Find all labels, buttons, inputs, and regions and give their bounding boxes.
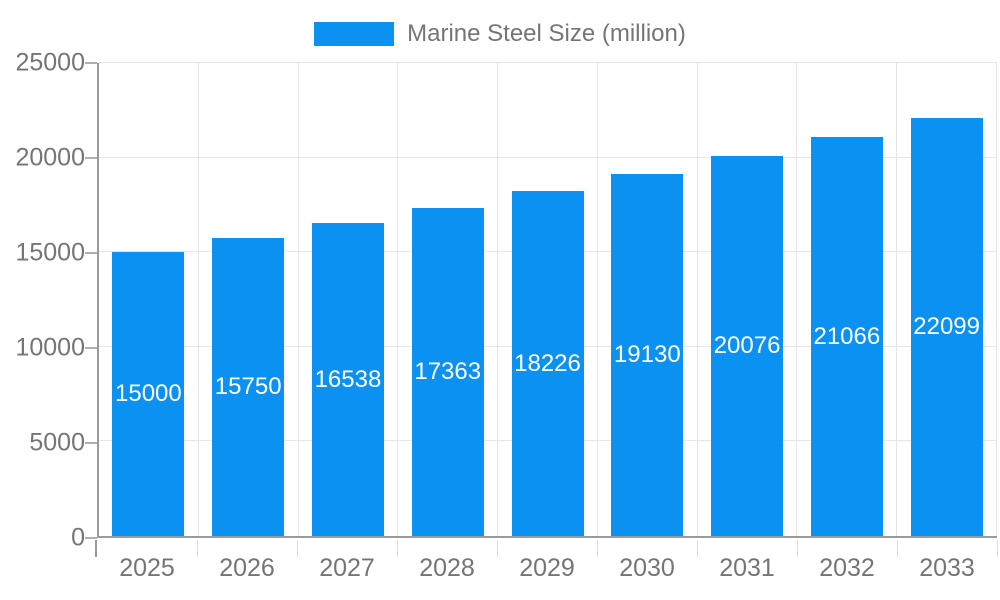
legend-swatch [314,22,395,46]
plot-area: 15000 15750 16538 17363 18226 19130 20076 21066… [97,62,998,538]
x-tick-label: 2028 [419,554,475,582]
x-tick-mark [597,540,598,557]
x-axis-labels: 2025 2026 2027 2028 2029 2030 2031 2032 2033 [97,552,997,584]
bar-2031[interactable]: 20076 [711,156,784,536]
bar-value-label: 22099 [913,312,981,340]
bar-value-label: 15750 [214,373,282,400]
x-tick-mark [497,540,498,557]
bar-value-label: 15000 [115,380,182,408]
y-tick-label: 15000 [15,238,85,267]
legend-label: Marine Steel Size (million) [407,20,686,47]
y-tick-mark [85,347,97,349]
bar-value-label: 20076 [713,332,781,360]
category-cell-2033: 22099 [897,63,998,536]
category-cell-2028: 17363 [398,63,499,536]
bar-2028[interactable]: 17363 [411,207,484,536]
bar-2027[interactable]: 16538 [311,223,384,536]
x-tick-label: 2026 [219,554,275,582]
legend[interactable]: Marine Steel Size (million) [0,20,1000,48]
gridline-horizontal [99,62,997,63]
bar-value-label: 16538 [314,365,382,393]
category-cell-2025: 15000 [99,63,199,536]
category-cell-2031: 20076 [698,63,798,536]
y-axis: 0 5000 10000 15000 20000 25000 [0,50,97,550]
x-tick-label: 2027 [319,554,375,582]
y-axis-extension-tick [95,540,97,557]
category-cell-2027: 16538 [299,63,399,536]
y-tick-label: 0 [71,523,85,552]
x-tick-mark [797,540,798,557]
x-tick-mark [396,540,398,557]
bar-2026[interactable]: 15750 [212,238,285,536]
category-cell-2029: 18226 [498,63,598,536]
y-tick-mark [85,157,97,159]
x-tick-label: 2029 [519,554,575,582]
category-cell-2026: 15750 [199,63,299,536]
x-tick-label: 2031 [719,554,775,582]
x-tick-mark [696,540,698,557]
category-cell-2030: 19130 [598,63,698,536]
x-tick-label: 2030 [619,554,675,582]
bar-2033[interactable]: 22099 [910,117,983,536]
x-tick-mark [997,540,998,557]
bar-2030[interactable]: 19130 [611,174,684,536]
y-tick-mark [85,537,97,539]
x-tick-label: 2033 [919,554,975,582]
y-tick-mark [85,62,97,64]
x-axis-ticks [95,540,998,558]
bar-value-label: 21066 [813,322,881,350]
y-tick-label: 10000 [15,333,85,362]
category-cell-2032: 21066 [797,63,898,536]
y-tick-mark [85,252,97,254]
x-tick-mark [197,540,198,557]
y-tick-label: 25000 [15,48,85,77]
y-tick-label: 20000 [15,143,85,172]
x-tick-label: 2032 [819,554,875,582]
bar-value-label: 17363 [414,357,482,385]
bar-2025[interactable]: 15000 [112,252,185,536]
bar-2029[interactable]: 18226 [511,191,584,536]
bar-value-label: 18226 [514,349,581,377]
x-tick-mark [897,540,898,557]
y-tick-label: 5000 [29,428,85,457]
bar-2032[interactable]: 21066 [810,137,883,536]
x-tick-mark [297,540,298,557]
bar-value-label: 19130 [613,341,681,369]
x-tick-label: 2025 [119,554,175,582]
y-tick-mark [85,442,97,444]
gridline-horizontal [99,156,997,158]
